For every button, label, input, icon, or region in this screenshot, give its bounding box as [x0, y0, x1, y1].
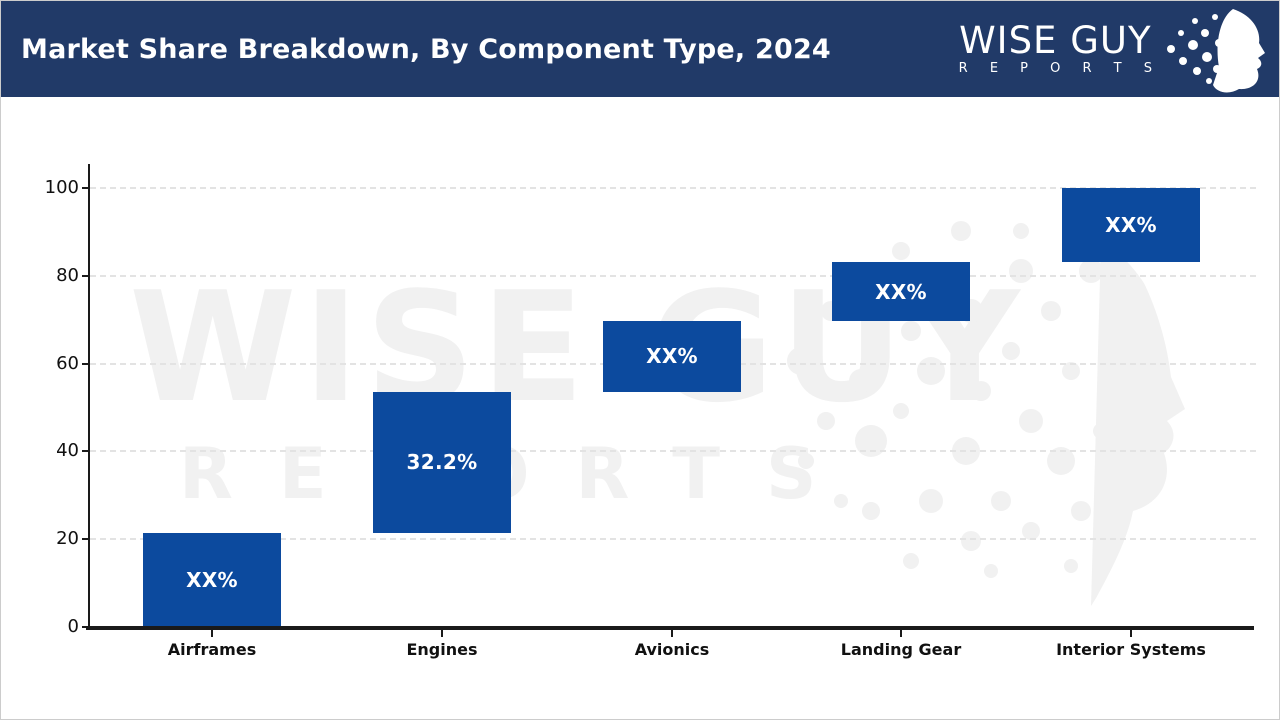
bar-value-label: XX%	[875, 279, 927, 304]
bar-value-label: XX%	[1105, 213, 1157, 238]
y-tick-mark	[82, 626, 90, 628]
y-tick-mark	[82, 274, 90, 277]
x-tick-mark	[211, 630, 213, 637]
y-tick-mark	[82, 538, 90, 541]
y-axis-line	[88, 164, 90, 629]
x-tick-mark	[1130, 630, 1132, 637]
gridline-100	[90, 187, 1256, 189]
brand-head-icon	[1167, 9, 1265, 93]
y-tick-label: 100	[44, 177, 79, 198]
x-tick-label: Avionics	[634, 640, 710, 659]
bar-value-label: XX%	[186, 568, 238, 593]
brand-subtitle: R E P O R T S	[958, 61, 1161, 77]
x-tick-label: Airframes	[167, 640, 257, 659]
watermark-head-icon	[787, 221, 1241, 611]
header-bar: Market Share Breakdown, By Component Typ…	[1, 1, 1279, 97]
bar-value-label: 32.2%	[406, 450, 478, 475]
brand-logo: WISE GUY R E P O R T S	[950, 9, 1267, 93]
x-axis-line	[86, 626, 1254, 630]
x-tick-mark	[441, 630, 443, 637]
y-tick-label: 40	[56, 440, 79, 462]
x-tick-label: Engines	[406, 640, 478, 659]
bar-landing-gear: XX%	[832, 262, 970, 321]
y-tick-mark	[82, 362, 90, 365]
y-tick-mark	[82, 187, 90, 189]
page-title: Market Share Breakdown, By Component Typ…	[21, 33, 831, 65]
y-tick-label: 0	[67, 616, 79, 637]
x-tick-label: Landing Gear	[840, 640, 962, 659]
y-tick-label: 60	[56, 352, 79, 374]
x-tick-label: Interior Systems	[1056, 640, 1206, 659]
brand-name: WISE GUY	[959, 18, 1152, 62]
y-tick-mark	[82, 450, 90, 453]
brand-logo-text: WISE GUY R E P O R T S	[950, 18, 1161, 77]
watermark-text-reports: REPORTS	[179, 433, 863, 515]
x-tick-mark	[900, 630, 902, 637]
bar-avionics: XX%	[603, 321, 741, 392]
gridline-20	[90, 538, 1256, 541]
x-tick-mark	[671, 630, 673, 637]
bar-engines: 32.2%	[373, 391, 511, 534]
bar-interior-systems: XX%	[1062, 188, 1200, 263]
gridline-40	[90, 450, 1256, 453]
gridline-80	[90, 274, 1256, 277]
bar-airframes: XX%	[143, 533, 281, 627]
bar-value-label: XX%	[646, 344, 698, 369]
y-tick-label: 80	[56, 264, 79, 286]
y-tick-label: 20	[56, 528, 79, 550]
